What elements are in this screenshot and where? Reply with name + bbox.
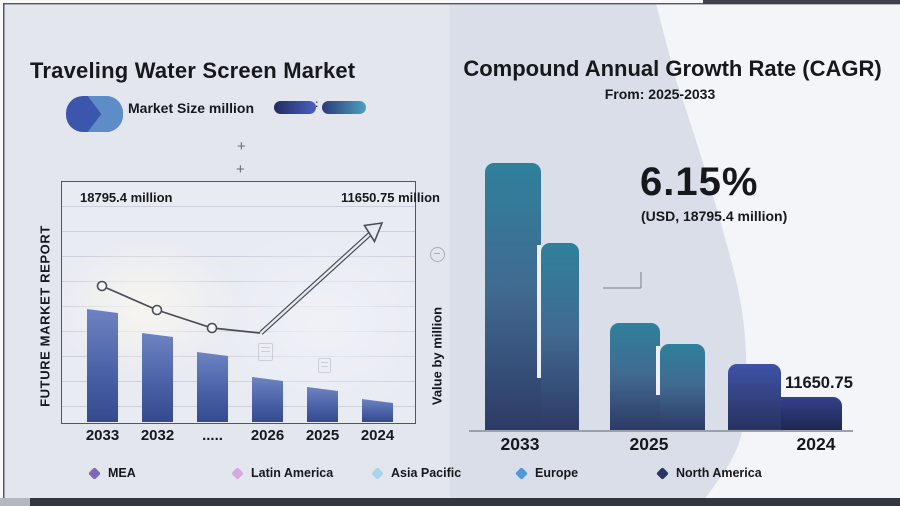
x-label-2026: 2026 [250,427,285,444]
ratio-colon: : [315,99,319,110]
bar-2026 [252,377,283,422]
legend-item-latin-america: Latin America [231,466,334,480]
bottom-dark-strip [0,498,900,506]
ratio-pill-left-icon [274,101,316,114]
zoom-out-icon [430,247,445,262]
x-axis-line [469,430,853,432]
x-label-2025: 2025 [305,427,340,444]
legend-diamond-icon [231,466,244,480]
y-axis-label: Value by million [429,306,445,406]
legend-label: Europe [535,466,579,480]
x-label-2032: 2032 [140,427,175,444]
legend-diamond-icon [656,466,669,480]
page-title: Traveling Water Screen Market [30,58,356,83]
bar-value-label: 11650.75 [785,374,853,392]
ghost-note-icon [258,343,273,361]
market-size-label: Market Size million [128,100,255,116]
step-bracket-icon [603,272,642,289]
legend-item-europe: Europe [515,466,579,480]
x-label-2033: 2033 [85,427,120,444]
bar-2033 [87,309,118,422]
top-right-dark-sliver [703,0,900,4]
left-white-edge [0,0,3,506]
cagr-value: 6.15% [640,160,759,204]
legend-label: North America [676,466,762,480]
ghost-note-icon [318,358,331,373]
cagr-subtitle: From: 2025-2033 [604,86,716,102]
chart-start-value: 18795.4 million [80,190,173,205]
plus-mark-icon: + [236,161,245,178]
cagr-bar-2024-2 [781,397,842,430]
ratio-pill-right-icon [322,101,366,114]
bar-gap [656,346,660,395]
cagr-bar-2024-1 [728,364,781,430]
x-label--: ..... [202,427,223,444]
cagr-title: Compound Annual Growth Rate (CAGR) [463,56,882,81]
cagr-bar-2025-2 [660,344,705,430]
legend-label: Asia Pacific [391,466,462,480]
bar-- [197,352,228,422]
bar-2025 [307,387,338,422]
legend-item-asia-pacific: Asia Pacific [371,466,462,480]
bottom-strip-left-segment [0,498,30,506]
cagr-basis: (USD, 18795.4 million) [641,208,788,224]
watermark-vertical-text: FUTURE MARKET REPORT [37,225,53,407]
bar-gap [537,245,541,378]
bar-2032 [142,333,173,422]
cylinder-facet-icon [87,96,123,132]
market-size-icon [66,96,123,132]
legend-label: MEA [108,466,136,480]
x-label-2024: 2024 [360,427,395,444]
cagr-bar-2025-1 [610,323,660,430]
legend-label: Latin America [251,466,334,480]
chart-end-value: 11650.75 million [340,190,440,205]
bar-2024 [362,399,393,422]
x-label-2024: 2024 [796,434,836,454]
legend-diamond-icon [88,466,101,480]
cagr-bar-2033-1 [485,163,541,430]
cagr-bar-2033-2 [541,243,579,430]
legend-item-mea: MEA [88,466,136,480]
legend-diamond-icon [515,466,528,480]
plus-mark-icon: + [237,138,246,155]
legend-diamond-icon [371,466,384,480]
top-white-edge [0,0,900,3]
x-label-2025: 2025 [629,434,669,454]
frame-top-line [3,3,900,5]
x-label-2033: 2033 [500,434,540,454]
frame-left-line [3,3,5,498]
legend-item-north-america: North America [656,466,762,480]
